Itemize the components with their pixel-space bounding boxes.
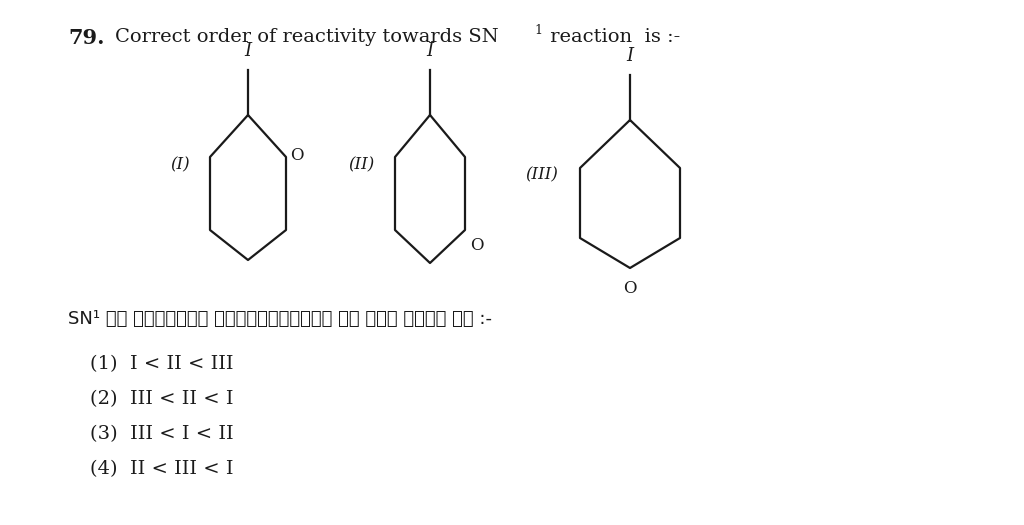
Text: I: I (426, 42, 433, 60)
Text: O: O (470, 236, 483, 254)
Text: (3)  III < I < II: (3) III < I < II (90, 425, 233, 443)
Text: I: I (245, 42, 252, 60)
Text: (III): (III) (525, 166, 558, 184)
Text: (4)  II < III < I: (4) II < III < I (90, 460, 233, 478)
Text: 79.: 79. (68, 28, 104, 48)
Text: reaction  is :-: reaction is :- (544, 28, 680, 46)
Text: (1)  I < II < III: (1) I < II < III (90, 355, 233, 373)
Text: 1: 1 (534, 24, 542, 37)
Text: (2)  III < II < I: (2) III < II < I (90, 390, 233, 408)
Text: I: I (627, 47, 634, 65)
Text: Correct order of reactivity towards SN: Correct order of reactivity towards SN (115, 28, 499, 46)
Text: (I): (I) (170, 156, 189, 173)
Text: SN¹ के सापेक्ष क्रियाशीलता का सही क्रम है :-: SN¹ के सापेक्ष क्रियाशीलता का सही क्रम ह… (68, 310, 492, 328)
Text: O: O (290, 146, 303, 163)
Text: O: O (624, 280, 637, 297)
Text: (II): (II) (348, 156, 374, 173)
